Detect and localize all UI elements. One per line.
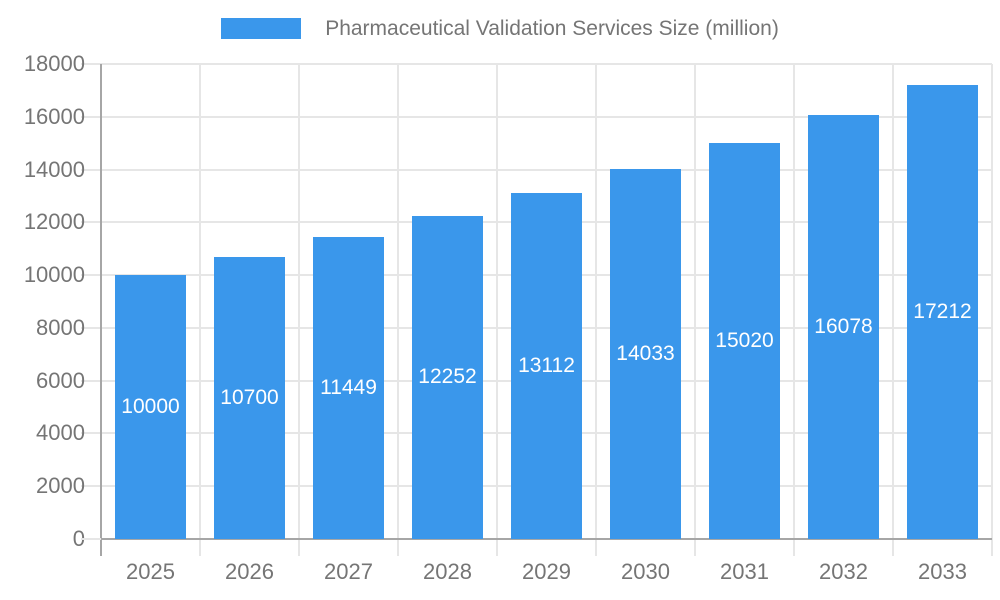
bar-value-label: 11449 [320,375,377,399]
bar-value-label: 16078 [814,314,873,338]
gridline-vertical [991,64,993,556]
bar-value-label: 10700 [220,385,279,409]
x-axis-tick-left [81,538,101,540]
bar[interactable]: 17212 [907,84,978,539]
bar[interactable]: 11449 [313,236,384,539]
gridline-vertical [298,64,300,556]
legend-label[interactable]: Pharmaceutical Validation Services Size … [325,17,779,40]
x-axis-label: 2028 [423,559,472,584]
bar[interactable]: 14033 [610,168,681,539]
bar[interactable]: 10700 [214,256,285,539]
y-axis-tick [81,379,101,382]
bar[interactable]: 12252 [412,215,483,539]
gridline-vertical [199,64,201,556]
gridline-horizontal [101,115,992,118]
legend: Pharmaceutical Validation Services Size … [0,16,1000,41]
y-axis-tick [81,274,101,277]
legend-swatch[interactable] [221,18,302,40]
y-axis-label: 4000 [36,420,85,446]
y-axis-label: 12000 [23,209,85,235]
x-axis-label: 2032 [819,559,868,584]
x-axis-line [101,538,992,540]
bar-value-label: 10000 [121,395,180,419]
gridline-vertical [892,64,894,556]
y-axis-label: 6000 [36,367,85,393]
y-axis-tick [81,432,101,435]
y-axis-label: 16000 [23,103,85,129]
gridline-vertical [496,64,498,556]
bar[interactable]: 13112 [511,192,582,539]
x-axis-label: 2030 [621,559,670,584]
y-axis-label: 18000 [23,51,85,76]
x-axis-label: 2029 [522,559,571,584]
y-axis-label: 8000 [36,314,85,340]
y-axis-tick [81,115,101,118]
bar-value-label: 17212 [913,299,972,323]
x-axis-label: 2033 [918,559,967,584]
y-axis-tick [81,485,101,488]
y-axis-label: 14000 [23,156,85,182]
y-axis-tick [81,63,101,65]
gridline-vertical [694,64,696,556]
bar[interactable]: 10000 [115,275,186,539]
x-axis-label: 2031 [720,559,769,584]
gridline-vertical [595,64,597,556]
gridline-vertical [793,64,795,556]
x-axis-label: 2026 [225,559,274,584]
bar-value-label: 12252 [418,365,477,389]
bar[interactable]: 16078 [808,114,879,539]
y-axis-label: 2000 [36,473,85,499]
gridline-horizontal [101,63,992,65]
x-axis-label: 2025 [126,559,175,584]
bar[interactable]: 15020 [709,142,780,539]
y-axis-label: 10000 [23,262,85,288]
y-axis-tick [81,221,101,224]
y-axis-label: 0 [72,526,85,551]
bar-value-label: 15020 [715,328,774,352]
gridline-vertical [397,64,399,556]
x-axis-label: 2027 [324,559,373,584]
gridline-horizontal [101,168,992,171]
y-axis-tick [81,326,101,329]
y-axis-line [100,64,102,556]
bar-value-label: 14033 [616,341,675,365]
y-axis-tick [81,168,101,171]
bar-value-label: 13112 [518,353,575,377]
